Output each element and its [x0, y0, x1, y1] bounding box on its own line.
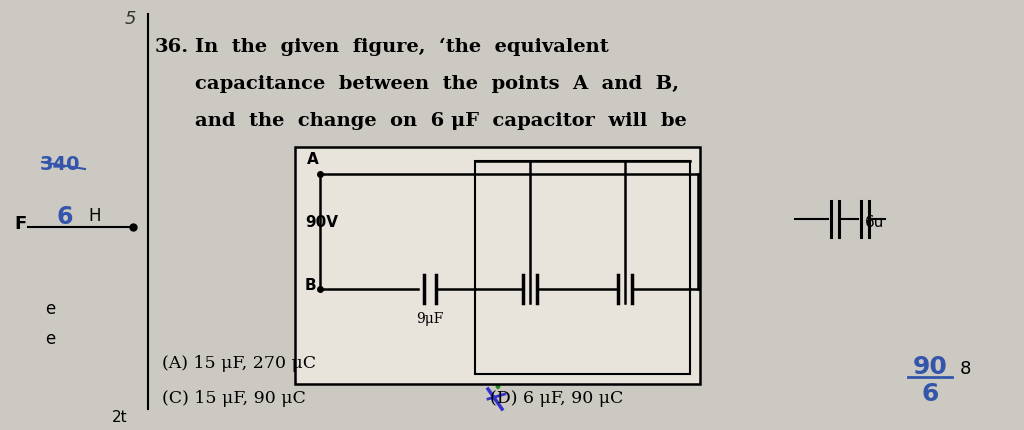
Text: 36.: 36. — [155, 38, 189, 56]
Text: (B) 6 μF, 180 μC: (B) 6 μF, 180 μC — [490, 354, 633, 371]
Text: 90V: 90V — [305, 215, 338, 230]
Text: capacitance  between  the  points  A  and  B,: capacitance between the points A and B, — [195, 75, 679, 93]
Text: 2t: 2t — [113, 409, 128, 424]
Text: B: B — [305, 277, 316, 292]
Text: 6: 6 — [922, 381, 939, 405]
Text: (D) 6 μF, 90 μC: (D) 6 μF, 90 μC — [490, 389, 624, 406]
Text: A: A — [307, 152, 318, 166]
Text: H: H — [88, 206, 100, 224]
Text: In  the  given  figure,  ‘the  equivalent: In the given figure, ‘the equivalent — [195, 38, 608, 56]
Bar — [475, 162, 690, 374]
Text: 9μF: 9μF — [417, 311, 443, 325]
Text: 6u: 6u — [865, 215, 885, 230]
Text: e: e — [45, 329, 55, 347]
Text: 340: 340 — [40, 155, 80, 174]
Text: (C) 15 μF, 90 μC: (C) 15 μF, 90 μC — [162, 389, 306, 406]
Text: (A) 15 μF, 270 μC: (A) 15 μF, 270 μC — [162, 354, 316, 371]
Text: 6μF: 6μF — [516, 311, 544, 325]
Text: 8: 8 — [959, 359, 972, 377]
Text: 90: 90 — [912, 354, 947, 378]
Text: F: F — [14, 215, 27, 233]
Text: e: e — [45, 299, 55, 317]
Text: 5: 5 — [124, 10, 136, 28]
Text: 12μF: 12μF — [607, 311, 643, 325]
Text: 6: 6 — [56, 205, 74, 228]
Bar — [295, 147, 700, 384]
Text: and  the  change  on  6 μF  capacitor  will  be: and the change on 6 μF capacitor will be — [195, 112, 687, 130]
